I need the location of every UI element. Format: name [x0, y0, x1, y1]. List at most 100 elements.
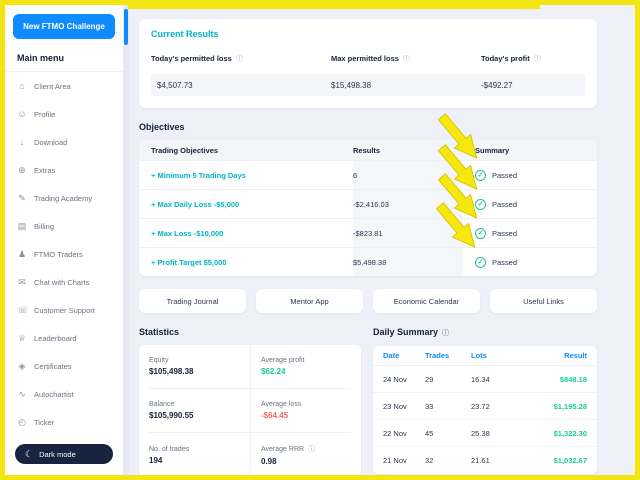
objective-row-max-loss: + Max Loss -$10,000 -$823.81 Passed	[139, 218, 597, 247]
extras-icon: ⊕	[18, 164, 26, 175]
daily-result: $1,195.28	[553, 401, 587, 411]
sidebar-item-label: Customer Support	[34, 305, 95, 315]
sidebar-item-customer-support[interactable]: ☏ Customer Support	[5, 296, 123, 324]
check-icon	[475, 198, 486, 210]
average-rrr-value: 0.98	[261, 457, 277, 466]
objective-row-max-daily-loss: + Max Daily Loss -$5,000 -$2,416.03 Pass…	[139, 189, 597, 218]
sidebar-item-autochartist[interactable]: ∿ Autochartist	[5, 380, 123, 408]
daily-summary-table: Date Trades Lots Result 24 Nov 29 16.34 …	[373, 346, 597, 474]
sidebar-item-trading-academy[interactable]: ✎ Trading Academy	[5, 184, 123, 212]
daily-summary-header-row: Date Trades Lots Result	[373, 346, 597, 366]
sidebar-item-ftmo-traders[interactable]: ♟ FTMO Traders	[5, 240, 123, 268]
stats-row-trades: No. of trades 194 Average RRR 0.98	[149, 433, 351, 477]
current-results-values: $4,507.73 $15,498.38 -$492.27	[151, 74, 585, 96]
average-profit-value: $62.24	[261, 367, 286, 376]
trading-journal-button[interactable]: Trading Journal	[139, 289, 246, 313]
todays-profit-label: Today's profit	[481, 54, 530, 63]
col-summary: Summary	[475, 145, 510, 155]
objective-status: Passed	[492, 257, 518, 267]
no-of-trades-value: 194	[149, 455, 163, 465]
lower-section: Statistics Equity $105,498.38 Average pr…	[139, 313, 597, 477]
objective-link[interactable]: + Minimum 5 Trading Days	[151, 170, 246, 180]
daily-row-21-nov: 21 Nov 32 21.61 $1,032.67	[373, 447, 597, 474]
objective-result: -$823.81	[353, 219, 463, 247]
col-result: Result	[564, 351, 587, 360]
daily-lots: 25.38	[471, 428, 490, 438]
equity-value: $105,498.38	[149, 367, 194, 376]
balance-label: Balance	[149, 401, 175, 408]
dark-mode-toggle[interactable]: ☾ Dark mode	[15, 444, 113, 464]
daily-result: $848.18	[559, 374, 587, 384]
objective-link[interactable]: + Max Daily Loss -$5,000	[151, 199, 240, 209]
objective-link[interactable]: + Max Loss -$10,000	[151, 228, 224, 238]
sidebar-item-billing[interactable]: ▤ Billing	[5, 212, 123, 240]
certificate-icon: ◈	[18, 360, 26, 371]
daily-date: 24 Nov	[383, 374, 407, 384]
daily-trades: 29	[425, 374, 434, 384]
daily-date: 23 Nov	[383, 401, 407, 411]
objective-row-profit-target: + Profit Target $5,000 $5,498.38 Passed	[139, 247, 597, 276]
equity-label: Equity	[149, 357, 169, 364]
col-results: Results	[353, 145, 381, 155]
info-icon[interactable]	[308, 444, 315, 454]
sidebar-item-certificates[interactable]: ◈ Certificates	[5, 352, 123, 380]
sidebar-item-leaderboard[interactable]: ♕ Leaderboard	[5, 324, 123, 352]
mentor-app-button[interactable]: Mentor App	[256, 289, 363, 313]
objectives-header-row: Trading Objectives Results Summary	[139, 140, 597, 160]
download-icon: ↓	[19, 137, 25, 147]
info-icon[interactable]	[534, 56, 541, 63]
sidebar-item-label: Extras	[34, 165, 56, 175]
daily-summary-title: Daily Summary	[373, 327, 439, 337]
todays-profit-value: -$492.27	[481, 80, 513, 90]
daily-trades: 32	[425, 456, 434, 465]
daily-date: 21 Nov	[383, 456, 407, 465]
statistics-card: Equity $105,498.38 Average profit $62.24…	[139, 345, 361, 477]
sidebar-item-ticker[interactable]: ◴ Ticker	[5, 408, 123, 436]
academy-icon: ✎	[18, 192, 26, 203]
todays-permitted-loss-label: Today's permitted loss	[151, 54, 232, 63]
home-icon: ⌂	[19, 81, 25, 91]
check-icon	[475, 227, 486, 239]
sidebar-item-label: Autochartist	[34, 389, 74, 399]
sidebar-item-label: Profile	[34, 109, 56, 119]
sidebar-item-extras[interactable]: ⊕ Extras	[5, 156, 123, 184]
col-trades: Trades	[425, 351, 450, 360]
objective-link[interactable]: + Profit Target $5,000	[151, 257, 227, 267]
daily-row-23-nov: 23 Nov 33 23.72 $1,195.28	[373, 393, 597, 420]
quick-links-row: Trading Journal Mentor App Economic Cale…	[139, 289, 597, 313]
daily-trades: 33	[425, 401, 434, 411]
sidebar-item-client-area[interactable]: ⌂ Client Area	[5, 72, 123, 100]
daily-result: $1,032.67	[553, 456, 587, 465]
info-icon[interactable]	[236, 56, 243, 63]
daily-lots: 23.72	[471, 401, 490, 411]
sidebar-item-label: FTMO Traders	[34, 249, 83, 259]
objective-result: $5,498.38	[353, 248, 463, 276]
trophy-icon: ♕	[17, 332, 27, 343]
sidebar-item-download[interactable]: ↓ Download	[5, 128, 123, 156]
sidebar-item-profile[interactable]: ☺ Profile	[5, 100, 123, 128]
sidebar-item-label: Leaderboard	[34, 333, 77, 343]
chart-wave-icon: ∿	[18, 388, 26, 399]
economic-calendar-button[interactable]: Economic Calendar	[373, 289, 480, 313]
stats-row-balance: Balance $105,990.55 Average loss -$64.45	[149, 389, 351, 433]
daily-date: 22 Nov	[383, 428, 407, 438]
check-icon	[475, 169, 486, 181]
new-ftmo-challenge-button[interactable]: New FTMO Challenge	[13, 14, 115, 39]
current-results-title: Current Results	[151, 29, 219, 39]
objective-result: -$2,416.03	[353, 190, 463, 218]
info-icon[interactable]	[403, 56, 410, 63]
info-icon[interactable]	[442, 330, 449, 337]
ticker-icon: ◴	[18, 416, 26, 427]
daily-trades: 45	[425, 428, 434, 438]
average-loss-value: -$64.45	[261, 411, 289, 420]
scrollbar-thumb[interactable]	[124, 9, 128, 45]
current-results-card: Current Results Today's permitted loss M…	[139, 19, 597, 108]
sidebar-item-chat[interactable]: ✉ Chat with Charts	[5, 268, 123, 296]
col-trading-objectives: Trading Objectives	[151, 145, 219, 155]
daily-lots: 16.34	[471, 374, 490, 384]
useful-links-button[interactable]: Useful Links	[490, 289, 597, 313]
sidebar-item-label: Trading Academy	[34, 193, 93, 203]
average-profit-label: Average profit	[261, 357, 305, 364]
scrollbar[interactable]	[123, 5, 129, 475]
